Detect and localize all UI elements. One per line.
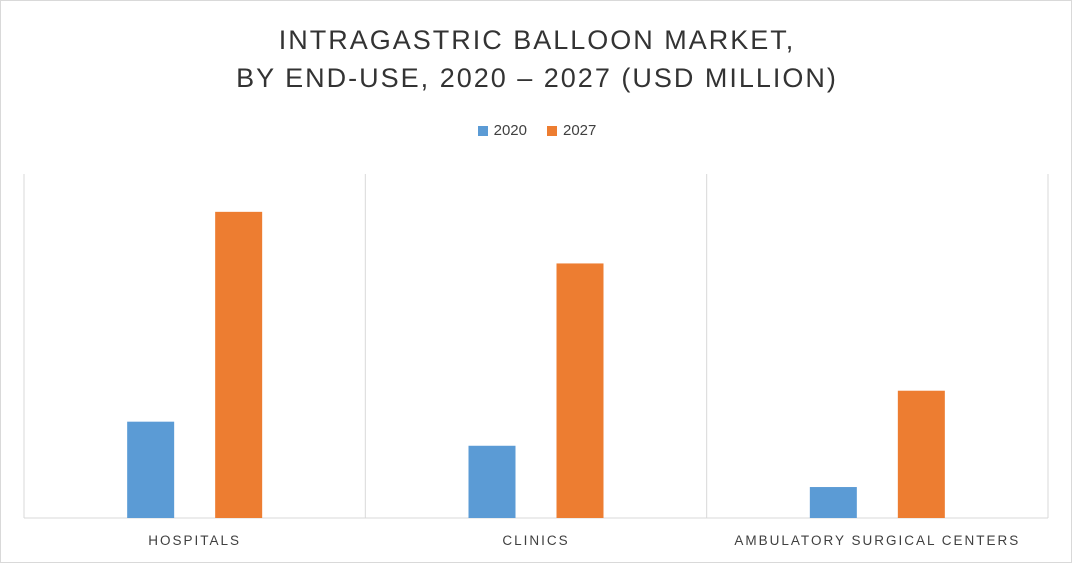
x-tick-label: AMBULATORY SURGICAL CENTERS [734, 533, 1020, 548]
bar-2027-ambulatory-surgical-centers [897, 390, 945, 518]
legend-item-2027: 2027 [547, 122, 596, 139]
legend-swatch-2020 [477, 125, 488, 136]
bar-2020-ambulatory-surgical-centers [809, 487, 857, 518]
x-tick-label: HOSPITALS [148, 533, 241, 548]
bar-2027-clinics [556, 263, 604, 518]
x-tick-label: CLINICS [502, 533, 569, 548]
bar-2020-clinics [468, 445, 516, 518]
legend-item-2020: 2020 [477, 122, 527, 139]
chart-title-line-2: BY END-USE, 2020 – 2027 (USD MILLION) [236, 63, 838, 93]
bar-2020-hospitals [127, 421, 175, 518]
legend-label-2027: 2027 [563, 122, 597, 139]
chart-legend: 2020 2027 [1, 122, 1072, 139]
legend-label-2020: 2020 [493, 122, 527, 139]
bar-2027-hospitals [215, 211, 263, 518]
chart-title-line-1: INTRAGASTRIC BALLOON MARKET, [278, 25, 796, 55]
legend-swatch-2027 [547, 125, 557, 136]
